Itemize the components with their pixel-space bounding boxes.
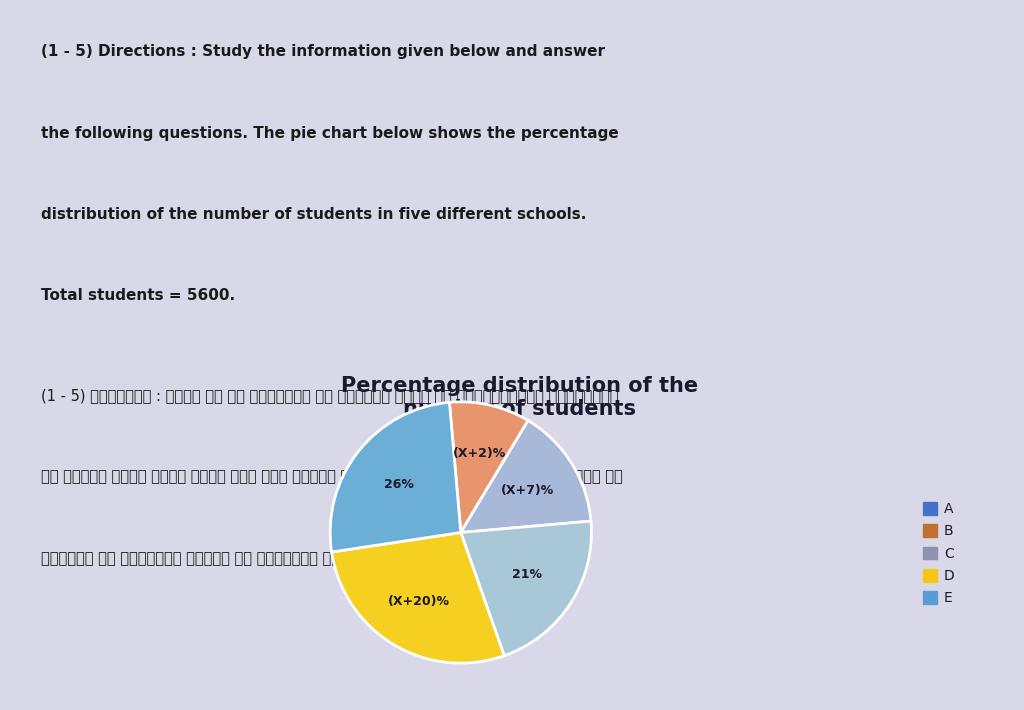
Text: (1 - 5) Directions : Study the information given below and answer: (1 - 5) Directions : Study the informati… [41,44,605,60]
Text: the following questions. The pie chart below shows the percentage: the following questions. The pie chart b… [41,126,618,141]
Wedge shape [332,532,504,663]
Wedge shape [461,521,592,656]
Text: Total students = 5600.: Total students = 5600. [41,288,236,303]
Legend: A, B, C, D, E: A, B, C, D, E [918,496,961,611]
Text: (1 - 5) निर्देश : नीचे दी गई जानकारी का अध्ययन करें और निम्नलिखित प्रश्नों: (1 - 5) निर्देश : नीचे दी गई जानकारी का … [41,388,618,403]
Text: distribution of the number of students in five different schools.: distribution of the number of students i… [41,207,587,222]
Text: के उत्तर दें। नीचे दिया गया पाई चार्ट पांच अलग-अलग स्कूलों में छात्रों की: के उत्तर दें। नीचे दिया गया पाई चार्ट पा… [41,469,623,484]
Wedge shape [330,403,461,552]
Text: Percentage distribution of the
number of students: Percentage distribution of the number of… [341,376,698,420]
Wedge shape [461,420,591,532]
Text: (X+2)%: (X+2)% [453,447,506,460]
Text: संख्या के प्रतिशत वितरण को दर्शाता है। कुल छात्र = 5600।: संख्या के प्रतिशत वितरण को दर्शाता है। क… [41,550,496,565]
Text: 26%: 26% [384,478,414,491]
Wedge shape [450,402,528,532]
Text: (X+20)%: (X+20)% [388,596,451,608]
Text: (X+7)%: (X+7)% [501,484,554,498]
Text: 21%: 21% [512,569,542,581]
